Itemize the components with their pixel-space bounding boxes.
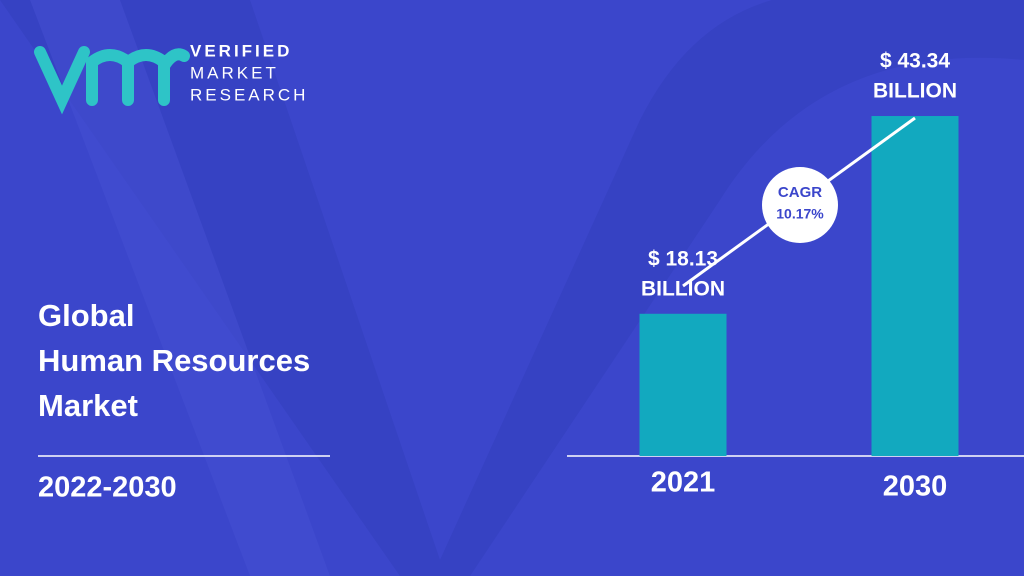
- logo-mark: [34, 46, 190, 115]
- cagr-label: CAGR: [778, 184, 822, 201]
- logo-text: VERIFIED: [190, 41, 292, 60]
- cagr-badge: [762, 167, 838, 243]
- value-label: $ 43.34: [880, 50, 950, 73]
- cagr-value: 10.17%: [776, 206, 824, 222]
- value-label: BILLION: [873, 80, 957, 103]
- logo: VERIFIED MARKET RESEARCH: [34, 41, 308, 115]
- chart-title: Human Resources: [38, 343, 310, 378]
- chart-title: Global: [38, 298, 134, 333]
- logo-text: RESEARCH: [190, 85, 308, 104]
- x-tick-label: 2021: [651, 467, 716, 499]
- logo-text: MARKET: [190, 63, 279, 82]
- value-label: BILLION: [641, 277, 725, 300]
- background-shape: [30, 0, 330, 576]
- bar: [639, 313, 727, 456]
- bar: [871, 116, 959, 456]
- bars: $ 18.13 BILLION 2021 $ 43.34 BILLION 2030: [639, 50, 959, 503]
- value-label: $ 18.13: [648, 247, 718, 270]
- chart-title: Market: [38, 388, 138, 423]
- chart-subtitle: 2022-2030: [38, 472, 177, 504]
- x-tick-label: 2030: [883, 471, 948, 503]
